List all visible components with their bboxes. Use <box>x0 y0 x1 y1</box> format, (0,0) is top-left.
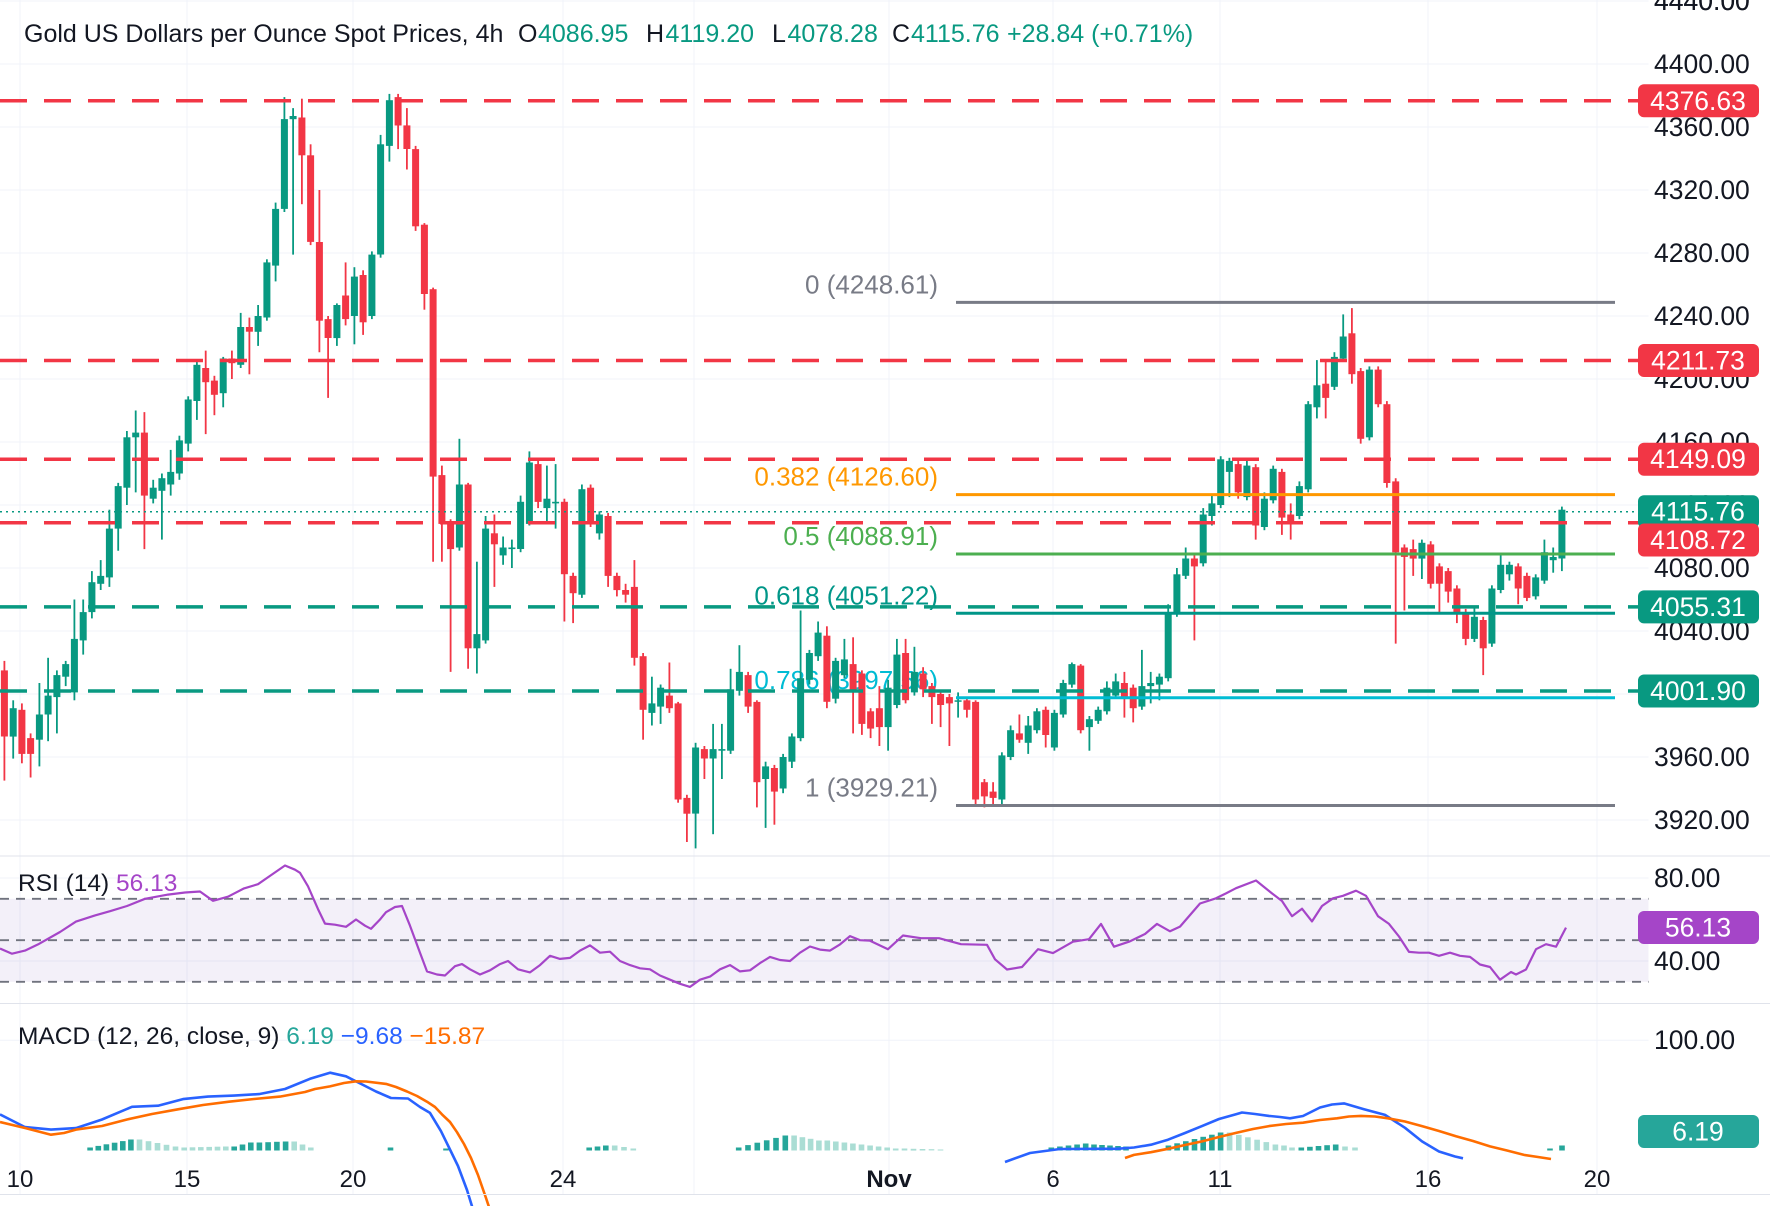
svg-text:1 (3929.21): 1 (3929.21) <box>805 773 938 803</box>
svg-text:4400.00: 4400.00 <box>1654 49 1750 79</box>
svg-text:0 (4248.61): 0 (4248.61) <box>805 269 938 299</box>
svg-text:3960.00: 3960.00 <box>1654 742 1750 772</box>
svg-text:4115.76: 4115.76 <box>1651 497 1745 527</box>
svg-text:20: 20 <box>1584 1166 1611 1193</box>
svg-text:4320.00: 4320.00 <box>1654 175 1750 205</box>
svg-text:24: 24 <box>550 1166 577 1193</box>
svg-text:20: 20 <box>340 1166 367 1193</box>
svg-text:Gold US Dollars per Ounce Spot: Gold US Dollars per Ounce Spot Prices, 4… <box>24 20 503 48</box>
svg-text:15: 15 <box>174 1166 201 1193</box>
svg-text:4440.00: 4440.00 <box>1654 0 1750 16</box>
svg-text:4440.00: 4440.00 <box>1654 0 1750 16</box>
svg-text:0.382 (4126.60): 0.382 (4126.60) <box>754 462 938 492</box>
svg-text:4240.00: 4240.00 <box>1654 301 1750 331</box>
svg-text:4119.20: 4119.20 <box>666 20 755 48</box>
svg-text:4211.73: 4211.73 <box>1651 346 1745 376</box>
svg-text:16: 16 <box>1415 1166 1442 1193</box>
svg-text:4280.00: 4280.00 <box>1654 238 1750 268</box>
svg-text:56.13: 56.13 <box>1665 913 1731 943</box>
svg-text:+28.84 (+0.71%): +28.84 (+0.71%) <box>1007 20 1193 48</box>
svg-text:11: 11 <box>1208 1166 1233 1193</box>
svg-text:4001.90: 4001.90 <box>1650 676 1746 706</box>
svg-text:6: 6 <box>1046 1166 1059 1193</box>
svg-text:C: C <box>892 20 910 48</box>
svg-text:40.00: 40.00 <box>1654 946 1720 976</box>
svg-text:80.00: 80.00 <box>1654 863 1720 893</box>
svg-text:4149.09: 4149.09 <box>1650 444 1746 474</box>
svg-text:100.00: 100.00 <box>1654 1025 1735 1055</box>
svg-text:4055.31: 4055.31 <box>1650 592 1746 622</box>
svg-text:RSI (14) 56.13: RSI (14) 56.13 <box>18 870 177 897</box>
svg-text:3920.00: 3920.00 <box>1654 805 1750 835</box>
svg-text:4376.63: 4376.63 <box>1650 86 1746 116</box>
svg-text:0.5 (4088.91): 0.5 (4088.91) <box>783 521 938 551</box>
svg-text:Nov: Nov <box>866 1166 912 1193</box>
svg-text:MACD (12, 26, close, 9) 6.19: MACD (12, 26, close, 9) 6.19 −9.68 −15.8… <box>18 1023 485 1050</box>
svg-text:6.19: 6.19 <box>1672 1117 1724 1147</box>
svg-text:L: L <box>772 20 786 48</box>
svg-text:O: O <box>518 20 537 48</box>
svg-text:4115.76: 4115.76 <box>911 20 1000 48</box>
svg-text:4086.95: 4086.95 <box>538 20 628 48</box>
svg-text:4078.28: 4078.28 <box>788 20 878 48</box>
svg-text:4080.00: 4080.00 <box>1654 553 1750 583</box>
svg-text:10: 10 <box>7 1166 34 1193</box>
svg-text:4108.72: 4108.72 <box>1650 525 1746 555</box>
svg-text:H: H <box>646 20 664 48</box>
